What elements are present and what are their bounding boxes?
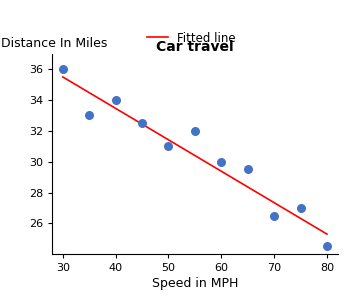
Point <box>245 167 251 172</box>
Point <box>192 129 198 133</box>
Point <box>139 121 145 126</box>
Point <box>271 213 277 218</box>
Point <box>166 144 171 149</box>
Point <box>113 98 118 103</box>
Point <box>86 113 92 118</box>
Title: Car travel: Car travel <box>156 40 234 54</box>
Legend: Fitted line: Fitted line <box>142 27 241 49</box>
Point <box>219 159 224 164</box>
Point <box>298 205 303 210</box>
Point <box>60 67 65 72</box>
X-axis label: Speed in MPH: Speed in MPH <box>152 277 238 290</box>
Point <box>324 244 330 249</box>
Text: Distance In Miles: Distance In Miles <box>1 37 107 50</box>
